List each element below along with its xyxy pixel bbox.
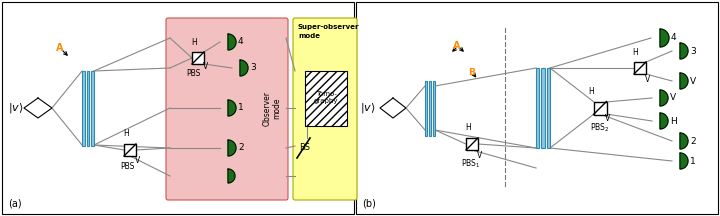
Bar <box>433 81 435 135</box>
Text: H: H <box>670 116 677 125</box>
Polygon shape <box>228 34 236 50</box>
Polygon shape <box>660 90 668 106</box>
Text: PBS$_1$: PBS$_1$ <box>461 158 481 170</box>
Bar <box>541 68 544 148</box>
Text: 4: 4 <box>238 38 243 46</box>
Text: 1: 1 <box>690 157 696 165</box>
Text: Tomo-
graphy: Tomo- graphy <box>314 92 338 105</box>
Text: A: A <box>56 43 63 53</box>
Text: mode: mode <box>298 33 320 39</box>
Text: (b): (b) <box>362 198 376 208</box>
Text: PBS$_2$: PBS$_2$ <box>590 121 610 133</box>
Text: 2: 2 <box>238 143 243 152</box>
Text: H: H <box>465 123 471 132</box>
Text: B: B <box>468 68 475 77</box>
Text: V: V <box>203 62 208 71</box>
Bar <box>124 144 136 156</box>
Text: 1: 1 <box>238 103 244 113</box>
Polygon shape <box>660 113 668 129</box>
Polygon shape <box>380 98 406 118</box>
Text: V: V <box>605 114 611 123</box>
Text: H: H <box>632 48 638 57</box>
Bar <box>305 71 347 126</box>
Bar <box>356 2 718 214</box>
FancyBboxPatch shape <box>166 18 288 200</box>
Text: $|v\rangle$: $|v\rangle$ <box>8 101 24 115</box>
Text: PBS: PBS <box>120 162 135 171</box>
Bar <box>634 62 646 74</box>
Text: H: H <box>123 129 129 138</box>
Polygon shape <box>240 60 248 76</box>
Text: A: A <box>453 41 461 51</box>
Text: 3: 3 <box>250 64 256 73</box>
Bar <box>546 68 550 148</box>
Text: $|v\rangle$: $|v\rangle$ <box>360 101 376 115</box>
Text: V: V <box>670 94 676 103</box>
Text: 4: 4 <box>671 33 677 43</box>
Bar <box>593 102 606 114</box>
Polygon shape <box>228 100 236 116</box>
Polygon shape <box>228 140 236 156</box>
Text: BS: BS <box>299 143 310 152</box>
Text: V: V <box>477 151 482 160</box>
Bar <box>536 68 539 148</box>
Bar <box>192 52 204 64</box>
Polygon shape <box>680 153 688 169</box>
Text: Observer
mode: Observer mode <box>262 91 282 125</box>
Bar <box>91 70 94 146</box>
Bar <box>86 70 89 146</box>
Polygon shape <box>680 133 688 149</box>
Polygon shape <box>228 169 235 183</box>
Polygon shape <box>680 43 688 59</box>
Text: 2: 2 <box>690 137 696 146</box>
Text: V: V <box>690 76 696 86</box>
Bar <box>82 70 85 146</box>
FancyBboxPatch shape <box>293 18 357 200</box>
Text: Super-observer: Super-observer <box>298 24 359 30</box>
Polygon shape <box>660 29 669 47</box>
Text: H: H <box>191 38 197 47</box>
Bar <box>429 81 431 135</box>
Bar <box>425 81 428 135</box>
Bar <box>2 2 354 214</box>
Text: (a): (a) <box>8 198 22 208</box>
Text: H: H <box>588 87 594 96</box>
Text: PBS: PBS <box>186 69 200 78</box>
Polygon shape <box>680 73 688 89</box>
Text: V: V <box>645 75 650 84</box>
Bar <box>466 138 478 150</box>
Text: V: V <box>135 156 140 165</box>
Text: 3: 3 <box>690 46 696 56</box>
Polygon shape <box>24 98 52 118</box>
